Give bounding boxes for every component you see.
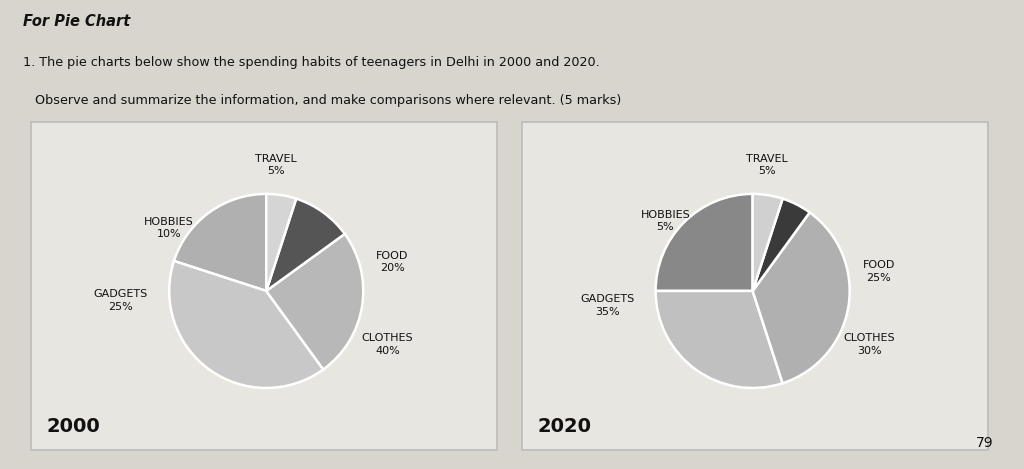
Text: FOOD
25%: FOOD 25% [862,260,895,283]
Text: HOBBIES
10%: HOBBIES 10% [144,217,195,239]
Text: TRAVEL
5%: TRAVEL 5% [746,153,788,176]
Text: FOOD
20%: FOOD 20% [376,250,409,273]
Wedge shape [753,212,850,383]
Text: 2000: 2000 [46,417,99,436]
Text: 2020: 2020 [538,417,592,436]
Wedge shape [655,194,753,291]
Text: CLOTHES
40%: CLOTHES 40% [361,333,414,356]
Text: GADGETS
25%: GADGETS 25% [93,289,147,312]
Text: 79: 79 [976,436,993,450]
Text: 1. The pie charts below show the spending habits of teenagers in Delhi in 2000 a: 1. The pie charts below show the spendin… [23,56,599,69]
Wedge shape [266,194,296,291]
Wedge shape [753,199,810,291]
Text: GADGETS
35%: GADGETS 35% [580,294,634,317]
Wedge shape [266,234,364,370]
Text: TRAVEL
5%: TRAVEL 5% [255,153,297,176]
Wedge shape [655,291,782,388]
Text: Observe and summarize the information, and make comparisons where relevant. (5 m: Observe and summarize the information, a… [23,94,621,107]
Text: HOBBIES
5%: HOBBIES 5% [640,210,690,232]
Wedge shape [266,199,345,291]
Wedge shape [169,261,324,388]
Wedge shape [174,194,266,291]
Text: For Pie Chart: For Pie Chart [23,14,130,29]
Text: CLOTHES
30%: CLOTHES 30% [844,333,895,356]
Wedge shape [753,194,782,291]
